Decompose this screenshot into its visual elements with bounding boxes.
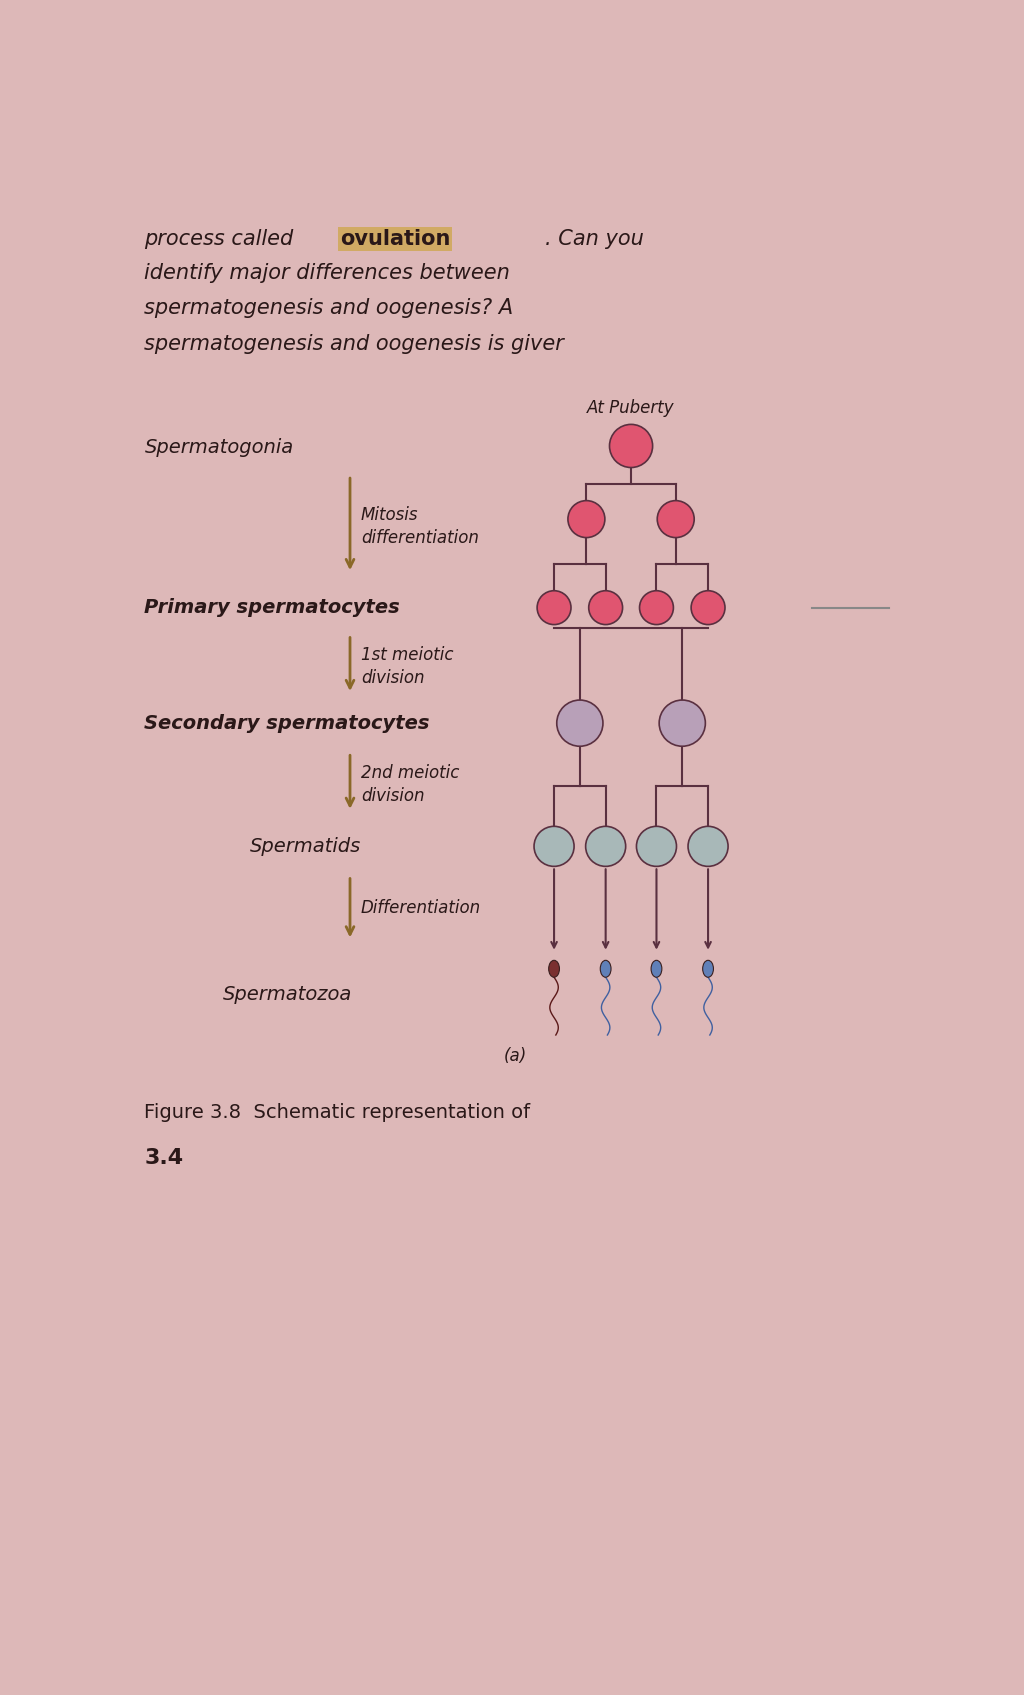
Text: division: division <box>360 670 424 686</box>
Text: 3.4: 3.4 <box>144 1148 183 1168</box>
Text: 1st meiotic: 1st meiotic <box>360 646 454 664</box>
Text: spermatogenesis and oogenesis is giver: spermatogenesis and oogenesis is giver <box>144 334 564 354</box>
Text: identify major differences between: identify major differences between <box>144 263 510 283</box>
Text: (a): (a) <box>504 1048 527 1064</box>
Text: division: division <box>360 786 424 805</box>
Text: . Can you: . Can you <box>545 229 644 249</box>
Text: At Puberty: At Puberty <box>587 398 675 417</box>
Text: Figure 3.8  Schematic representation of: Figure 3.8 Schematic representation of <box>144 1102 530 1122</box>
Text: Spermatids: Spermatids <box>250 837 361 856</box>
Circle shape <box>609 424 652 468</box>
Text: ovulation: ovulation <box>340 229 451 249</box>
Text: Spermatozoa: Spermatozoa <box>223 985 352 1003</box>
Circle shape <box>568 500 605 537</box>
Text: Primary spermatocytes: Primary spermatocytes <box>144 598 400 617</box>
Text: Secondary spermatocytes: Secondary spermatocytes <box>144 714 430 732</box>
Circle shape <box>538 592 571 624</box>
Circle shape <box>688 827 728 866</box>
Text: spermatogenesis and oogenesis? A: spermatogenesis and oogenesis? A <box>144 298 514 319</box>
Circle shape <box>557 700 603 746</box>
Text: Spermatogonia: Spermatogonia <box>144 437 294 458</box>
Circle shape <box>637 827 677 866</box>
Circle shape <box>659 700 706 746</box>
Text: differentiation: differentiation <box>360 529 478 547</box>
Ellipse shape <box>702 961 714 978</box>
Circle shape <box>691 592 725 624</box>
Text: process called: process called <box>144 229 300 249</box>
Text: 2nd meiotic: 2nd meiotic <box>360 764 459 781</box>
Circle shape <box>586 827 626 866</box>
Circle shape <box>640 592 674 624</box>
Text: Differentiation: Differentiation <box>360 898 481 917</box>
Text: Mitosis: Mitosis <box>360 505 418 524</box>
Circle shape <box>535 827 574 866</box>
Ellipse shape <box>651 961 662 978</box>
Circle shape <box>589 592 623 624</box>
Ellipse shape <box>549 961 559 978</box>
Ellipse shape <box>600 961 611 978</box>
Circle shape <box>657 500 694 537</box>
